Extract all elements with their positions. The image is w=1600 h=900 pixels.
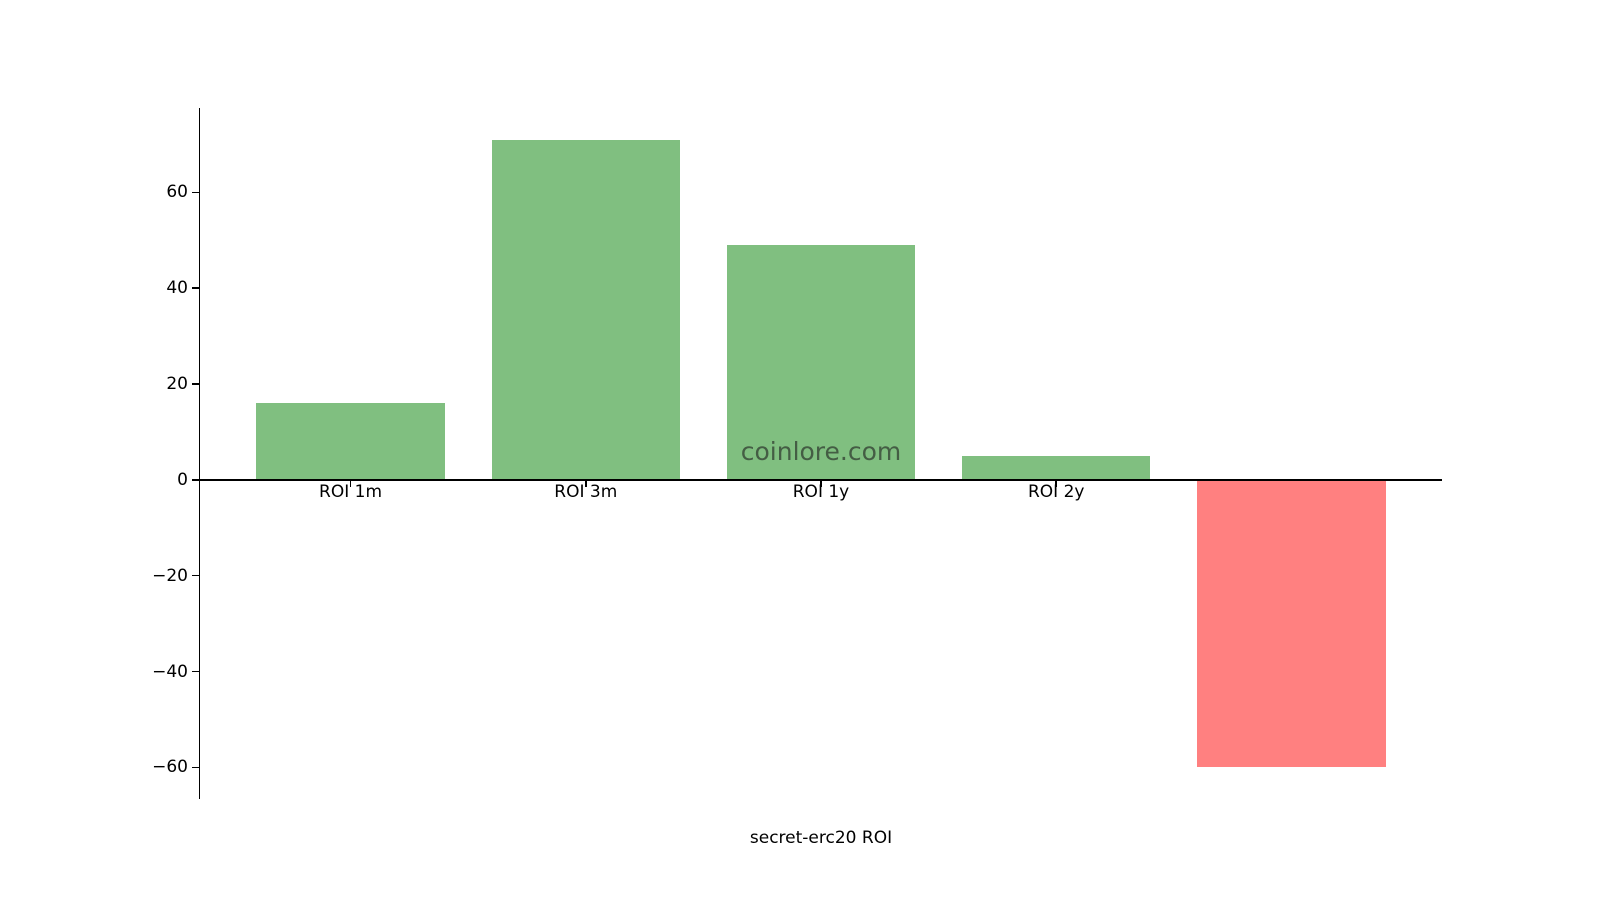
bar-unlabeled: [1197, 479, 1386, 768]
x-tick: [585, 479, 587, 487]
bar-roi-1y: [726, 245, 916, 480]
y-tick-label: 20: [166, 374, 188, 395]
y-tick-label: −60: [152, 757, 188, 778]
y-tick: [191, 287, 199, 289]
y-tick-label: 60: [166, 182, 188, 203]
y-tick: [191, 766, 199, 769]
x-tick-label: ROI 3m: [554, 482, 618, 503]
y-axis-spine: [198, 108, 200, 799]
y-tick: [191, 574, 199, 577]
y-tick: [191, 383, 199, 385]
chart-xlabel: secret-erc20 ROI: [749, 828, 893, 848]
y-tick-label: 40: [166, 278, 188, 299]
watermark: coinlore.com: [740, 437, 902, 466]
x-tick-label: ROI 1y: [792, 482, 850, 503]
y-tick-label: −20: [152, 565, 188, 586]
bar-roi-2y: [962, 455, 1151, 480]
y-tick: [191, 479, 199, 481]
bar-roi-1m: [256, 403, 445, 480]
x-tick-label: ROI 2y: [1027, 482, 1085, 503]
y-tick-label: −40: [152, 661, 188, 682]
y-tick-label: 0: [177, 469, 188, 490]
bar-roi-3m: [491, 139, 680, 480]
y-tick: [191, 670, 199, 673]
x-tick: [820, 479, 822, 487]
x-axis-zero-line: [200, 479, 1442, 481]
x-tick-label: ROI 1m: [319, 482, 383, 503]
y-tick: [191, 191, 199, 194]
x-tick: [349, 479, 352, 487]
x-tick: [1055, 479, 1057, 487]
